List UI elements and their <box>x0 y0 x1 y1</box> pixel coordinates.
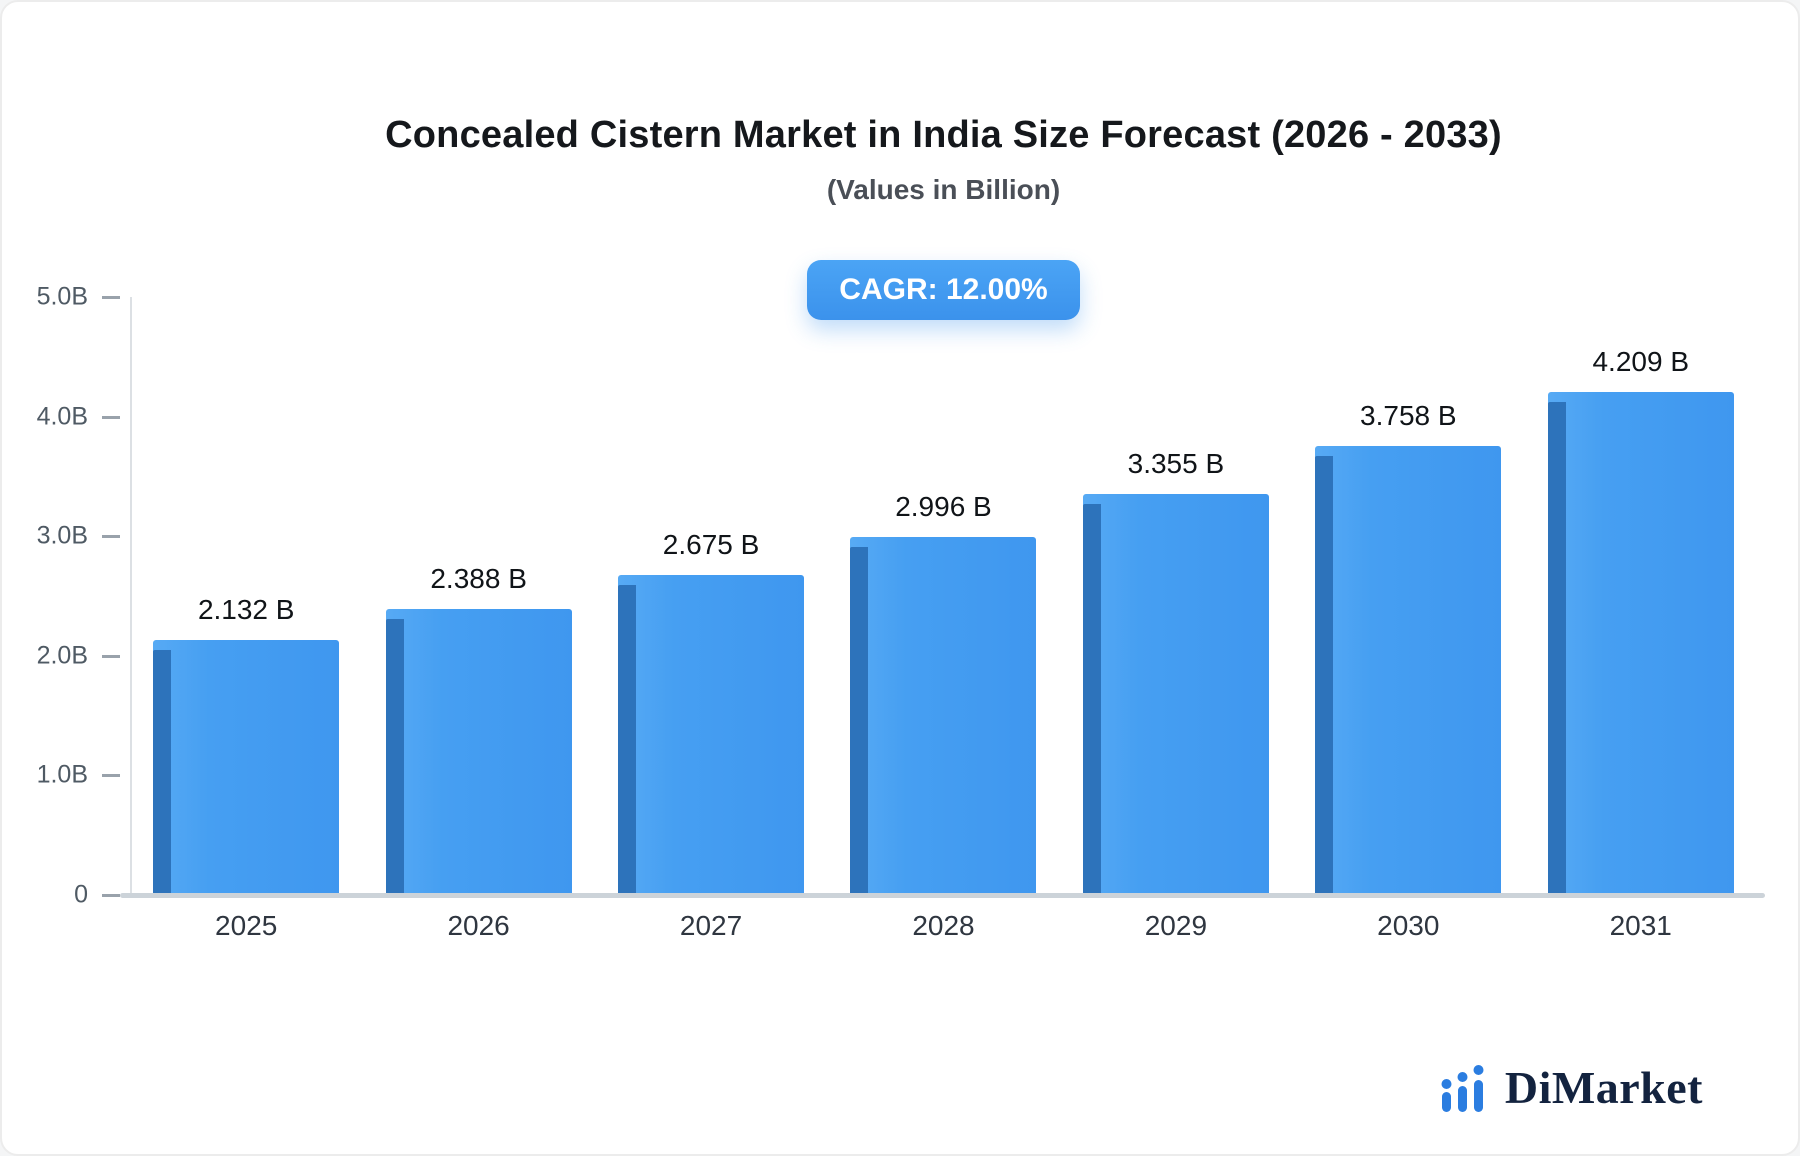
bar-edge-shadow <box>153 650 172 895</box>
y-tick-dash <box>102 894 120 897</box>
bar-value-label: 2.132 B <box>197 594 295 626</box>
bars-area: 2.132 B 2.388 B 2.675 B 2.996 B 3.355 B 3.758… <box>130 297 1757 895</box>
bar-edge-shadow <box>1315 455 1334 895</box>
x-axis-label: 2027 <box>679 910 743 941</box>
chart-subtitle: (Values in Billion) <box>826 174 1061 205</box>
bar-value-label: 2.996 B <box>895 490 992 522</box>
bar-value-label: 3.355 B <box>1127 447 1225 479</box>
y-tick-dash <box>102 296 120 299</box>
brand-logo: DiMarket <box>1437 1060 1703 1114</box>
bar: 4.209 B <box>1547 346 1734 895</box>
x-axis-labels: 2025 2026 2027 2028 2029 2030 2031 <box>130 910 1757 942</box>
y-tick-dash <box>102 415 120 419</box>
bar: 2.132 B <box>153 594 340 895</box>
x-axis-label: 2025 <box>215 910 278 941</box>
y-axis-line <box>130 297 132 895</box>
y-tick-label: 3.0B <box>36 521 88 550</box>
y-tick-label: 2.0B <box>36 641 88 670</box>
chart-title: Concealed Cistern Market in India Size F… <box>385 114 1502 156</box>
bar-edge-shadow <box>850 546 869 895</box>
bar: 2.996 B <box>850 491 1037 895</box>
bar: 2.675 B <box>618 529 805 895</box>
x-axis-label: 2031 <box>1609 910 1672 941</box>
y-tick-label: 5.0B <box>36 282 88 311</box>
y-tick-label: 1.0B <box>36 760 88 789</box>
bar-value-label: 2.388 B <box>430 563 527 595</box>
bar-edge-shadow <box>385 619 404 895</box>
cagr-badge: CAGR: 12.00% <box>807 260 1080 320</box>
cagr-badge-container: CAGR: 12.00% <box>130 260 1757 320</box>
y-tick-label: 0 <box>74 880 88 909</box>
bar-value-label: 3.758 B <box>1360 399 1457 431</box>
bar-value-label: 4.209 B <box>1592 345 1689 377</box>
bar-edge-shadow <box>1082 503 1101 895</box>
x-axis-label: 2026 <box>447 910 510 941</box>
x-axis-label: 2028 <box>912 910 975 941</box>
y-tick-dash <box>102 774 120 778</box>
bar-chart-plot: 2.132 B 2.388 B 2.675 B 2.996 B 3.355 B 3.758… <box>37 283 1757 909</box>
y-tick-dash <box>102 654 120 658</box>
bar: 3.758 B <box>1315 400 1502 895</box>
x-axis-label: 2030 <box>1377 910 1440 941</box>
x-axis-label: 2029 <box>1144 910 1208 941</box>
bar-chart-icon <box>1441 1065 1484 1112</box>
y-tick-dash <box>102 535 120 539</box>
bar: 3.355 B <box>1082 448 1269 895</box>
x-axis-line <box>120 893 1765 898</box>
bar: 2.388 B <box>385 563 572 895</box>
y-tick-label: 4.0B <box>36 402 88 431</box>
bar-edge-shadow <box>618 585 637 895</box>
bar-value-label: 2.675 B <box>662 529 760 561</box>
bar-edge-shadow <box>1547 401 1566 895</box>
brand-name: DiMarket <box>1504 1061 1703 1113</box>
